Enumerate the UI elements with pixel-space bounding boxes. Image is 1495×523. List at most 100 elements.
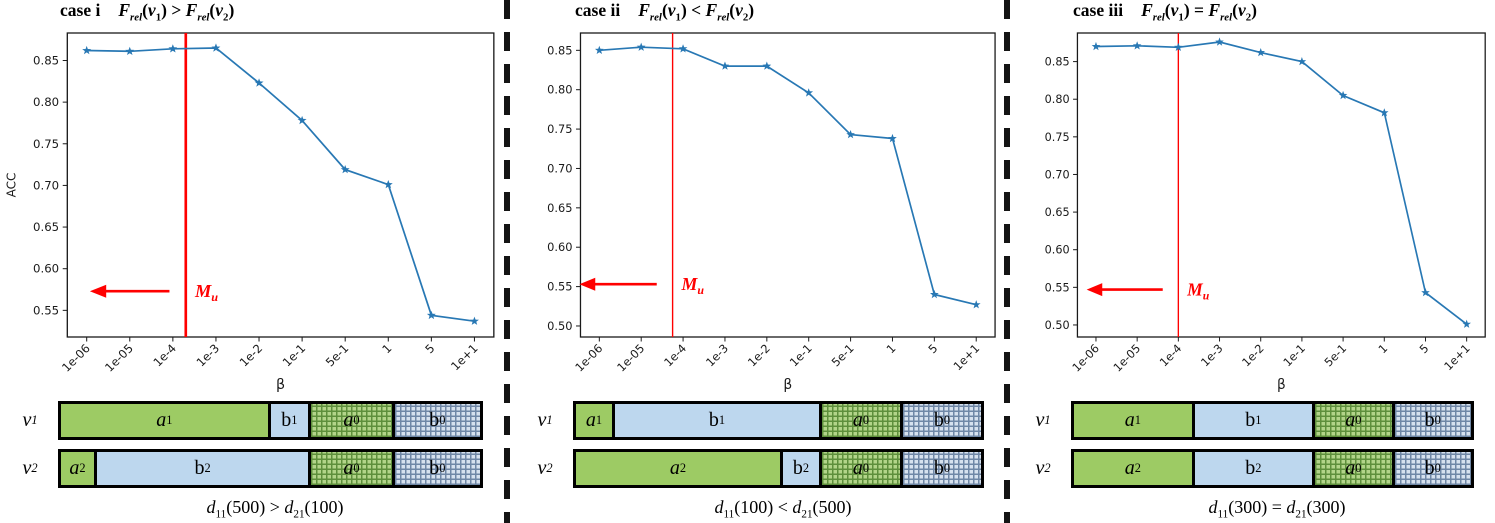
y-tick-label: 0.80 bbox=[547, 83, 572, 97]
data-point-marker bbox=[211, 43, 221, 52]
mu-label: Mu bbox=[681, 274, 705, 297]
data-point-marker bbox=[1380, 108, 1389, 117]
acc-axis-label: ACC bbox=[4, 173, 18, 198]
data-point-marker bbox=[1215, 37, 1224, 46]
y-tick-label: 0.60 bbox=[547, 240, 572, 254]
x-tick-label: 1e-3 bbox=[194, 341, 223, 369]
mu-label: Mu bbox=[1186, 279, 1210, 302]
data-point-marker bbox=[930, 289, 939, 299]
x-tick-label: 5e-1 bbox=[829, 341, 857, 369]
y-tick-label: 0.75 bbox=[33, 137, 59, 151]
data-point-marker bbox=[1174, 42, 1183, 51]
x-tick-label: 1e-05 bbox=[102, 341, 136, 374]
y-tick-label: 0.50 bbox=[1045, 318, 1070, 332]
panel-title: case ii Frel(v1) < Frel(v2) bbox=[575, 0, 1003, 26]
data-point-marker bbox=[168, 44, 178, 53]
x-tick-label: 1e-4 bbox=[661, 341, 689, 369]
y-tick-label: 0.65 bbox=[547, 201, 572, 215]
x-tick-label: 1e-05 bbox=[1110, 341, 1143, 374]
data-point-marker bbox=[340, 165, 350, 174]
y-tick-label: 0.80 bbox=[33, 95, 59, 109]
data-point-marker bbox=[254, 78, 264, 87]
data-line bbox=[86, 47, 475, 323]
y-tick-label: 0.65 bbox=[33, 220, 59, 234]
panel-case-iii: case iii Frel(v1) = Frel(v2) 0.50 0.55 0.6… bbox=[1015, 0, 1493, 523]
case-label: case ii bbox=[575, 0, 621, 20]
title-formula: Frel(v1) < Frel(v2) bbox=[638, 0, 755, 24]
y-tick-label: 0.85 bbox=[1045, 54, 1070, 68]
acc-vs-beta-chart: 0.55 0.60 0.65 0.70 0.75 0.80 0.85 1e-06 1e-05 1e… bbox=[4, 32, 495, 393]
x-tick-label: 1e+1 bbox=[950, 341, 982, 373]
panel-title: case i Frel(v1) > Frel(v2) bbox=[60, 0, 502, 26]
x-tick-label: 5 bbox=[1417, 341, 1432, 356]
data-line bbox=[1095, 41, 1468, 325]
case-label: case i bbox=[60, 0, 101, 20]
y-tick-label: 0.75 bbox=[1045, 130, 1070, 144]
data-point-marker bbox=[678, 44, 688, 53]
data-point-marker bbox=[1297, 57, 1307, 66]
beta-axis-label: β bbox=[276, 377, 285, 393]
panel-title: case iii Frel(v1) = Frel(v2) bbox=[1073, 0, 1493, 26]
beta-axis-label: β bbox=[783, 377, 792, 393]
y-tick-label: 0.50 bbox=[547, 319, 572, 333]
x-tick-label: 1e+1 bbox=[448, 341, 481, 373]
title-formula: Frel(v1) = Frel(v2) bbox=[1141, 0, 1257, 24]
y-tick-label: 0.55 bbox=[33, 303, 59, 317]
x-tick-label: 5 bbox=[422, 341, 437, 356]
data-line bbox=[599, 46, 977, 306]
beta-axis-label: β bbox=[1277, 377, 1286, 393]
distance-caption: d11(100) < d21(500) bbox=[714, 497, 852, 521]
x-tick-label: 1e-1 bbox=[787, 341, 815, 369]
case-label: case iii bbox=[1073, 0, 1124, 20]
data-point-marker bbox=[426, 310, 436, 320]
data-point-marker bbox=[804, 88, 814, 97]
data-point-marker bbox=[82, 45, 92, 55]
data-point-marker bbox=[636, 42, 646, 51]
y-tick-label: 0.85 bbox=[547, 43, 572, 57]
x-tick-label: 1e-2 bbox=[1239, 341, 1267, 369]
data-point-marker bbox=[846, 130, 855, 139]
data-point-marker bbox=[888, 133, 897, 143]
y-tick-label: 0.75 bbox=[547, 122, 572, 136]
x-tick-label: 1e-06 bbox=[572, 341, 605, 374]
mu-label: Mu bbox=[194, 281, 218, 304]
x-tick-label: 1e-3 bbox=[703, 341, 731, 369]
data-point-marker bbox=[297, 115, 307, 125]
data-point-marker bbox=[594, 45, 604, 54]
data-point-marker bbox=[469, 316, 479, 325]
data-point-marker bbox=[1338, 90, 1348, 100]
plot-border bbox=[579, 32, 996, 338]
x-tick-label: 5e-1 bbox=[1321, 341, 1349, 369]
x-tick-label: 1e-4 bbox=[150, 341, 179, 369]
x-tick-label: 1e-1 bbox=[280, 341, 309, 369]
data-point-marker bbox=[720, 61, 730, 70]
data-point-marker bbox=[1462, 319, 1471, 328]
panel-case-i: case i Frel(v1) > Frel(v2) 0.55 0.60 0.65 0… bbox=[2, 0, 502, 523]
